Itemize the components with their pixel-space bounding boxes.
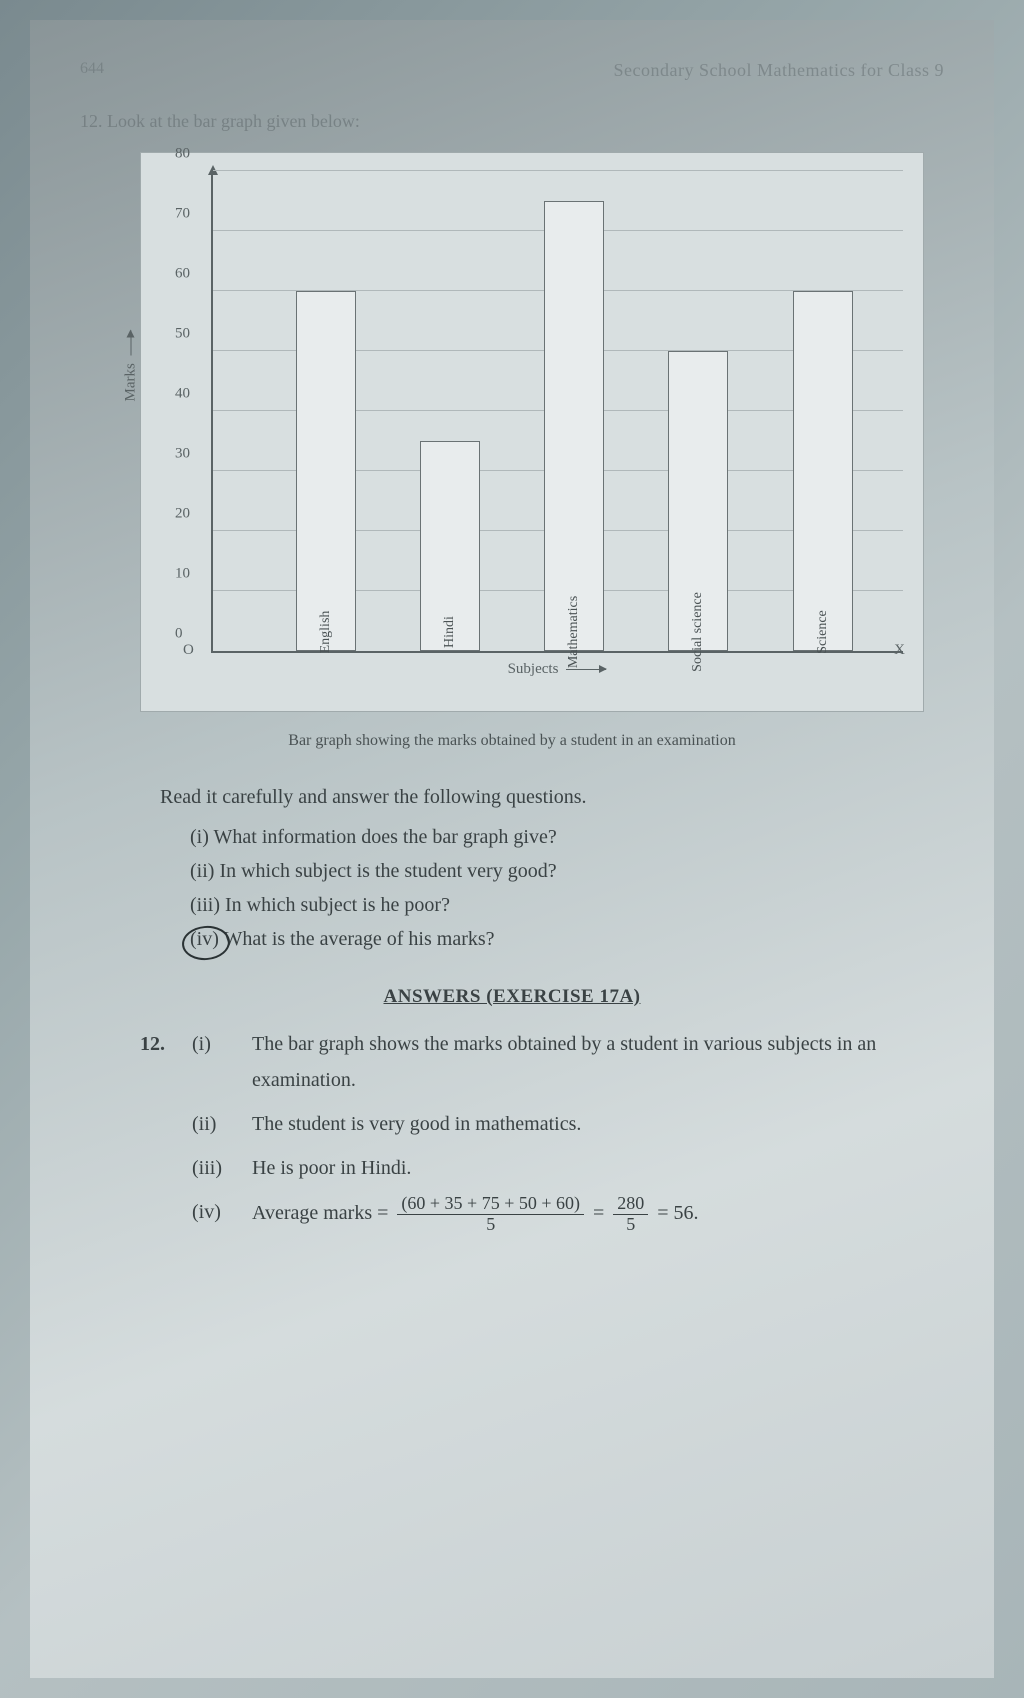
answer-sub-label: (ii) (192, 1106, 232, 1142)
x-axis-label: Subjects (211, 661, 903, 678)
sub-question-item: (iv) What is the average of his marks? (160, 922, 904, 956)
question-intro: 12. Look at the bar graph given below: (80, 111, 944, 132)
sub-question-label: (iii) (190, 894, 225, 916)
bar-label: Mathematics (566, 596, 582, 668)
sub-question-label: (ii) (190, 860, 219, 882)
fraction: 2805 (613, 1194, 648, 1235)
y-tick-label: 0 (175, 626, 183, 643)
page: 644 Secondary School Mathematics for Cla… (30, 20, 994, 1678)
answers-block: 12. (i) The bar graph shows the marks obta… (140, 1026, 904, 1235)
bar-label: Hindi (442, 616, 458, 648)
arrow-icon (566, 669, 606, 670)
answer-text: He is poor in Hindi. (252, 1150, 904, 1186)
y-axis-label: Marks (123, 330, 140, 401)
y-tick-label: 40 (175, 386, 190, 403)
answer-number (140, 1150, 172, 1186)
page-header: 644 Secondary School Mathematics for Cla… (80, 60, 944, 81)
sub-questions-intro: Read it carefully and answer the followi… (160, 780, 904, 814)
answer-item: (iv) Average marks = (60 + 35 + 75 + 50 +… (140, 1194, 904, 1235)
y-tick-label: 20 (175, 506, 190, 523)
sub-question-text: What information does the bar graph give… (214, 826, 557, 848)
gridline (213, 170, 903, 171)
answer-item: (iii) He is poor in Hindi. (140, 1150, 904, 1186)
answer-item: 12. (i) The bar graph shows the marks obta… (140, 1026, 904, 1098)
y-tick-label: 80 (175, 146, 190, 163)
answer-number (140, 1194, 172, 1235)
question-number: 12. (80, 111, 103, 131)
question-text: Look at the bar graph given below: (107, 111, 360, 131)
y-tick-label: 50 (175, 326, 190, 343)
arrow-icon (131, 330, 132, 355)
answer-number: 12. (140, 1026, 172, 1098)
answer-text: The bar graph shows the marks obtained b… (252, 1026, 904, 1098)
sub-question-text: In which subject is he poor? (225, 894, 450, 916)
y-tick-label: 30 (175, 446, 190, 463)
y-tick-label: 10 (175, 566, 190, 583)
bar: Mathematics (544, 201, 604, 651)
bar-label: Science (815, 610, 831, 654)
answer-sub-label: (iii) (192, 1150, 232, 1186)
answer-text: The student is very good in mathematics. (252, 1106, 904, 1142)
fraction: (60 + 35 + 75 + 50 + 60)5 (397, 1194, 584, 1235)
bar-label: Social science (690, 592, 706, 672)
answer-number (140, 1106, 172, 1142)
answer-sub-label: (iv) (192, 1194, 232, 1235)
bar-chart-container: Marks 01020304050607080EnglishHindiMathe… (140, 152, 924, 712)
answer-item: (ii) The student is very good in mathemat… (140, 1106, 904, 1142)
x-origin-label: O (183, 642, 194, 659)
sub-question-text: What is the average of his marks? (224, 928, 495, 950)
book-title: Secondary School Mathematics for Class 9 (614, 60, 944, 81)
answer-text: Average marks = (60 + 35 + 75 + 50 + 60)… (252, 1194, 904, 1235)
answer-sub-label: (i) (192, 1026, 232, 1098)
y-tick-label: 70 (175, 206, 190, 223)
bar-label: English (318, 611, 334, 654)
sub-question-label: (iv) (190, 928, 224, 950)
sub-question-text: In which subject is the student very goo… (219, 860, 556, 882)
sub-question-item: (iii) In which subject is he poor? (160, 888, 904, 922)
bar: English (296, 291, 356, 651)
sub-question-item: (i) What information does the bar graph … (160, 820, 904, 854)
chart-caption: Bar graph showing the marks obtained by … (80, 732, 944, 750)
sub-questions: Read it carefully and answer the followi… (160, 780, 904, 956)
sub-question-item: (ii) In which subject is the student ver… (160, 854, 904, 888)
bar: Hindi (420, 441, 480, 651)
sub-question-label: (i) (190, 826, 214, 848)
page-number: 644 (80, 60, 104, 81)
x-end-label: X (894, 642, 905, 659)
bar: Social science (668, 351, 728, 651)
chart-plot-area: 01020304050607080EnglishHindiMathematics… (211, 173, 903, 653)
bar: Science (793, 291, 853, 651)
y-tick-label: 60 (175, 266, 190, 283)
answers-heading: ANSWERS (EXERCISE 17A) (80, 986, 944, 1008)
